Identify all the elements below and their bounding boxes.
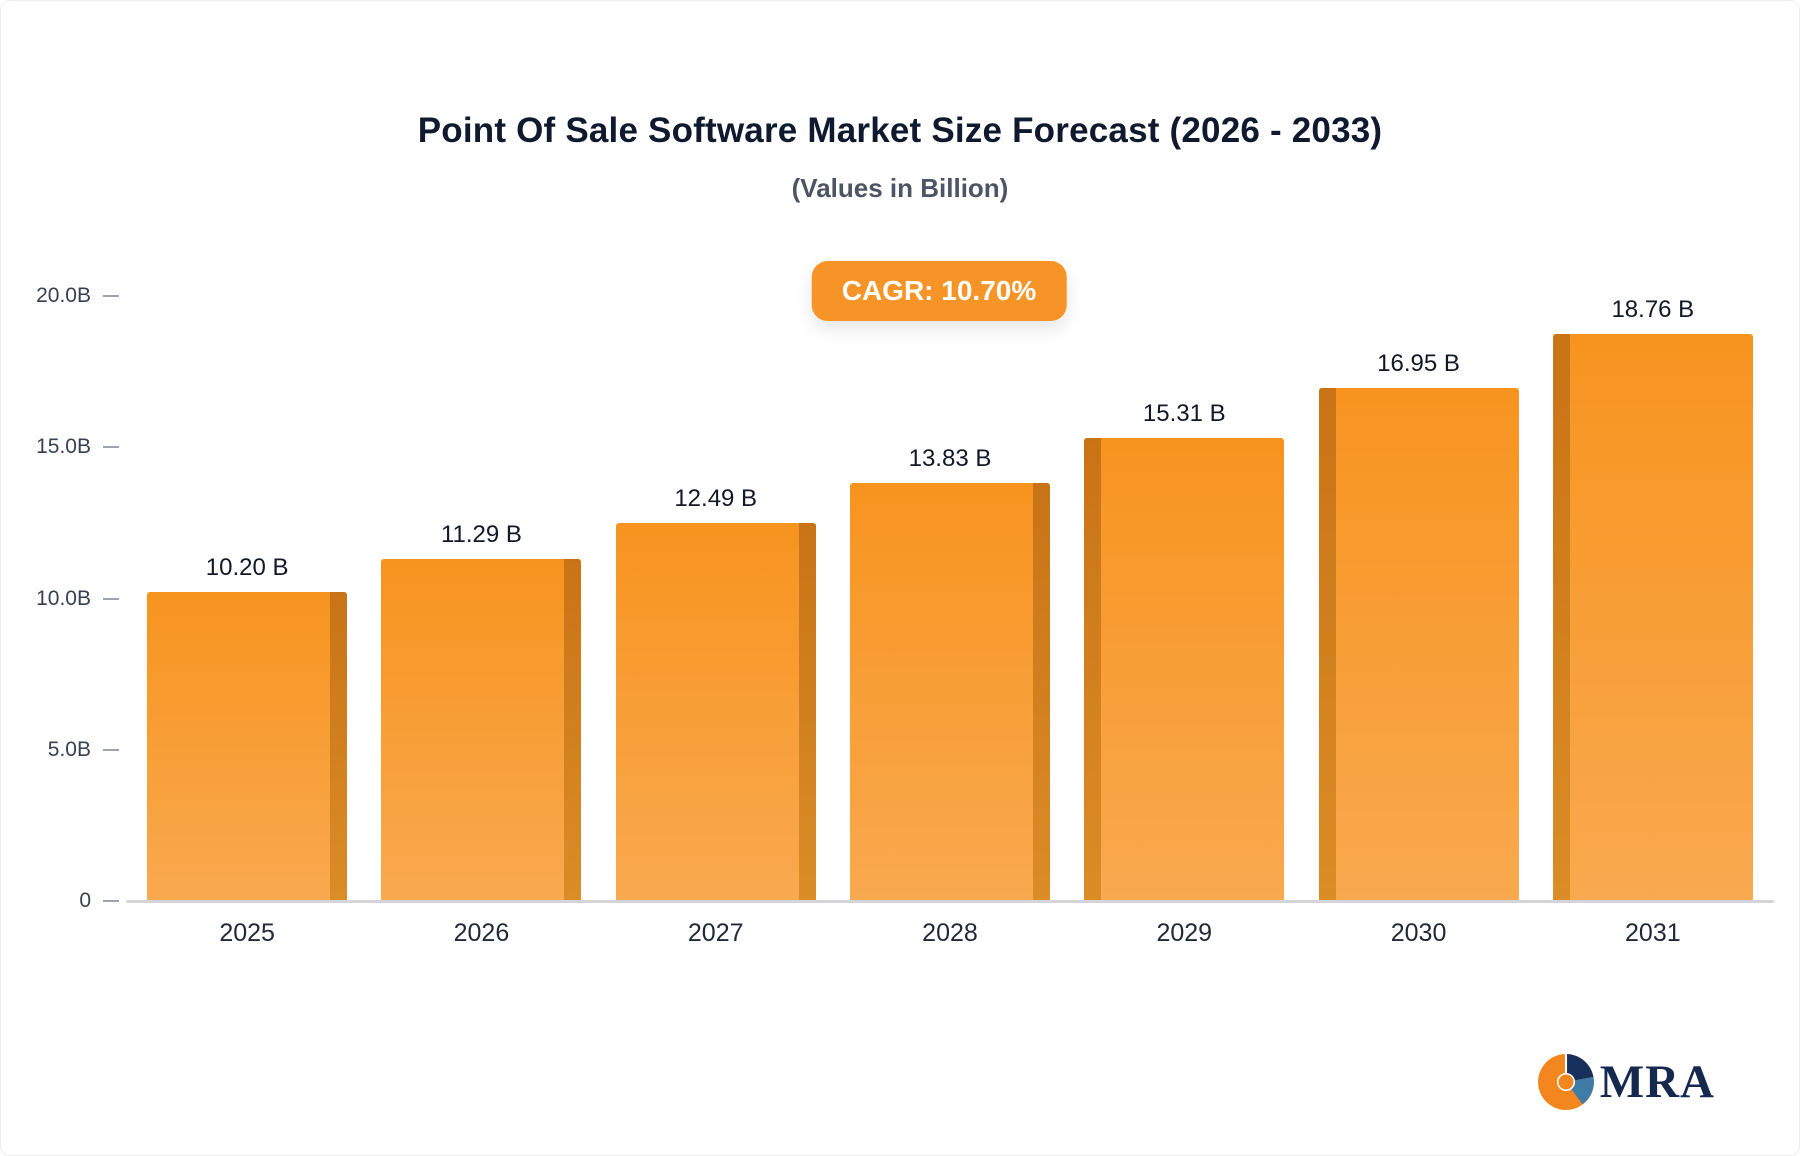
bar-value-label: 18.76 B	[1611, 296, 1695, 323]
bar-value-label: 16.95 B	[1377, 350, 1460, 378]
cagr-badge: CAGR: 10.70%	[811, 261, 1067, 321]
x-axis-label: 2025	[219, 919, 275, 947]
bar-column: 18.76 B	[1536, 296, 1770, 901]
y-tick-label: 0	[79, 889, 119, 913]
y-tick-text: 5.0B	[47, 737, 91, 761]
y-tick-mark	[103, 597, 119, 600]
bars-container: 10.20 B 11.29 B 12.49 B 13.83 B 15.31 B 16.95…	[126, 296, 1774, 902]
y-axis: 20.0B 15.0B 10.0B 5.0B 0	[19, 284, 119, 912]
y-tick-text: 15.0B	[36, 435, 91, 459]
x-axis-label: 2031	[1625, 919, 1681, 947]
y-tick-label: 10.0B	[36, 587, 119, 611]
x-axis-label: 2028	[922, 919, 978, 947]
bar-value-label: 10.20 B	[205, 554, 289, 582]
y-tick-mark	[103, 446, 119, 449]
bar-value-label: 13.83 B	[908, 444, 992, 472]
x-axis-label: 2026	[453, 919, 510, 947]
x-axis-label: 2027	[687, 919, 744, 947]
chart-subtitle: (Values in Billion)	[791, 173, 1009, 203]
bar	[381, 559, 582, 901]
bar-column: 10.20 B	[130, 296, 364, 901]
x-axis-labels: 2025 2026 2027 2028 2029 2030 2031	[126, 919, 1774, 948]
bar-value-label: 12.49 B	[674, 485, 758, 513]
bar-column: 11.29 B	[364, 296, 598, 901]
bar-column: 16.95 B	[1301, 296, 1535, 901]
pie-chart-logo-icon	[1537, 1054, 1594, 1110]
y-tick-text: 10.0B	[36, 586, 91, 610]
bar	[1552, 334, 1753, 901]
y-tick-mark	[103, 748, 119, 751]
bar	[1084, 437, 1285, 902]
brand-logo: MRA	[1537, 1053, 1715, 1111]
bar-column: 12.49 B	[599, 296, 833, 901]
y-tick-text: 20.0B	[36, 284, 91, 307]
bar	[615, 523, 816, 901]
y-tick-mark	[103, 295, 119, 297]
y-tick-label: 5.0B	[48, 738, 119, 762]
bar-value-label: 11.29 B	[440, 521, 522, 549]
brand-logo-text: MRA	[1599, 1055, 1715, 1108]
bar-column: 15.31 B	[1067, 296, 1301, 902]
x-axis-label: 2030	[1390, 919, 1447, 947]
bar-column: 13.83 B	[833, 296, 1067, 902]
bar	[1318, 388, 1519, 901]
chart-title: Point Of Sale Software Market Size Forec…	[417, 111, 1383, 150]
bar	[147, 592, 348, 901]
y-tick-label: 20.0B	[36, 284, 119, 308]
y-tick-text: 0	[79, 889, 91, 912]
y-tick-label: 15.0B	[36, 435, 119, 459]
x-axis-label: 2029	[1156, 919, 1213, 947]
bar-value-label: 15.31 B	[1142, 399, 1226, 427]
plot-area: 10.20 B 11.29 B 12.49 B 13.83 B 15.31 B 16.95…	[126, 296, 1774, 947]
bar	[849, 482, 1050, 902]
y-tick-mark	[103, 900, 119, 902]
